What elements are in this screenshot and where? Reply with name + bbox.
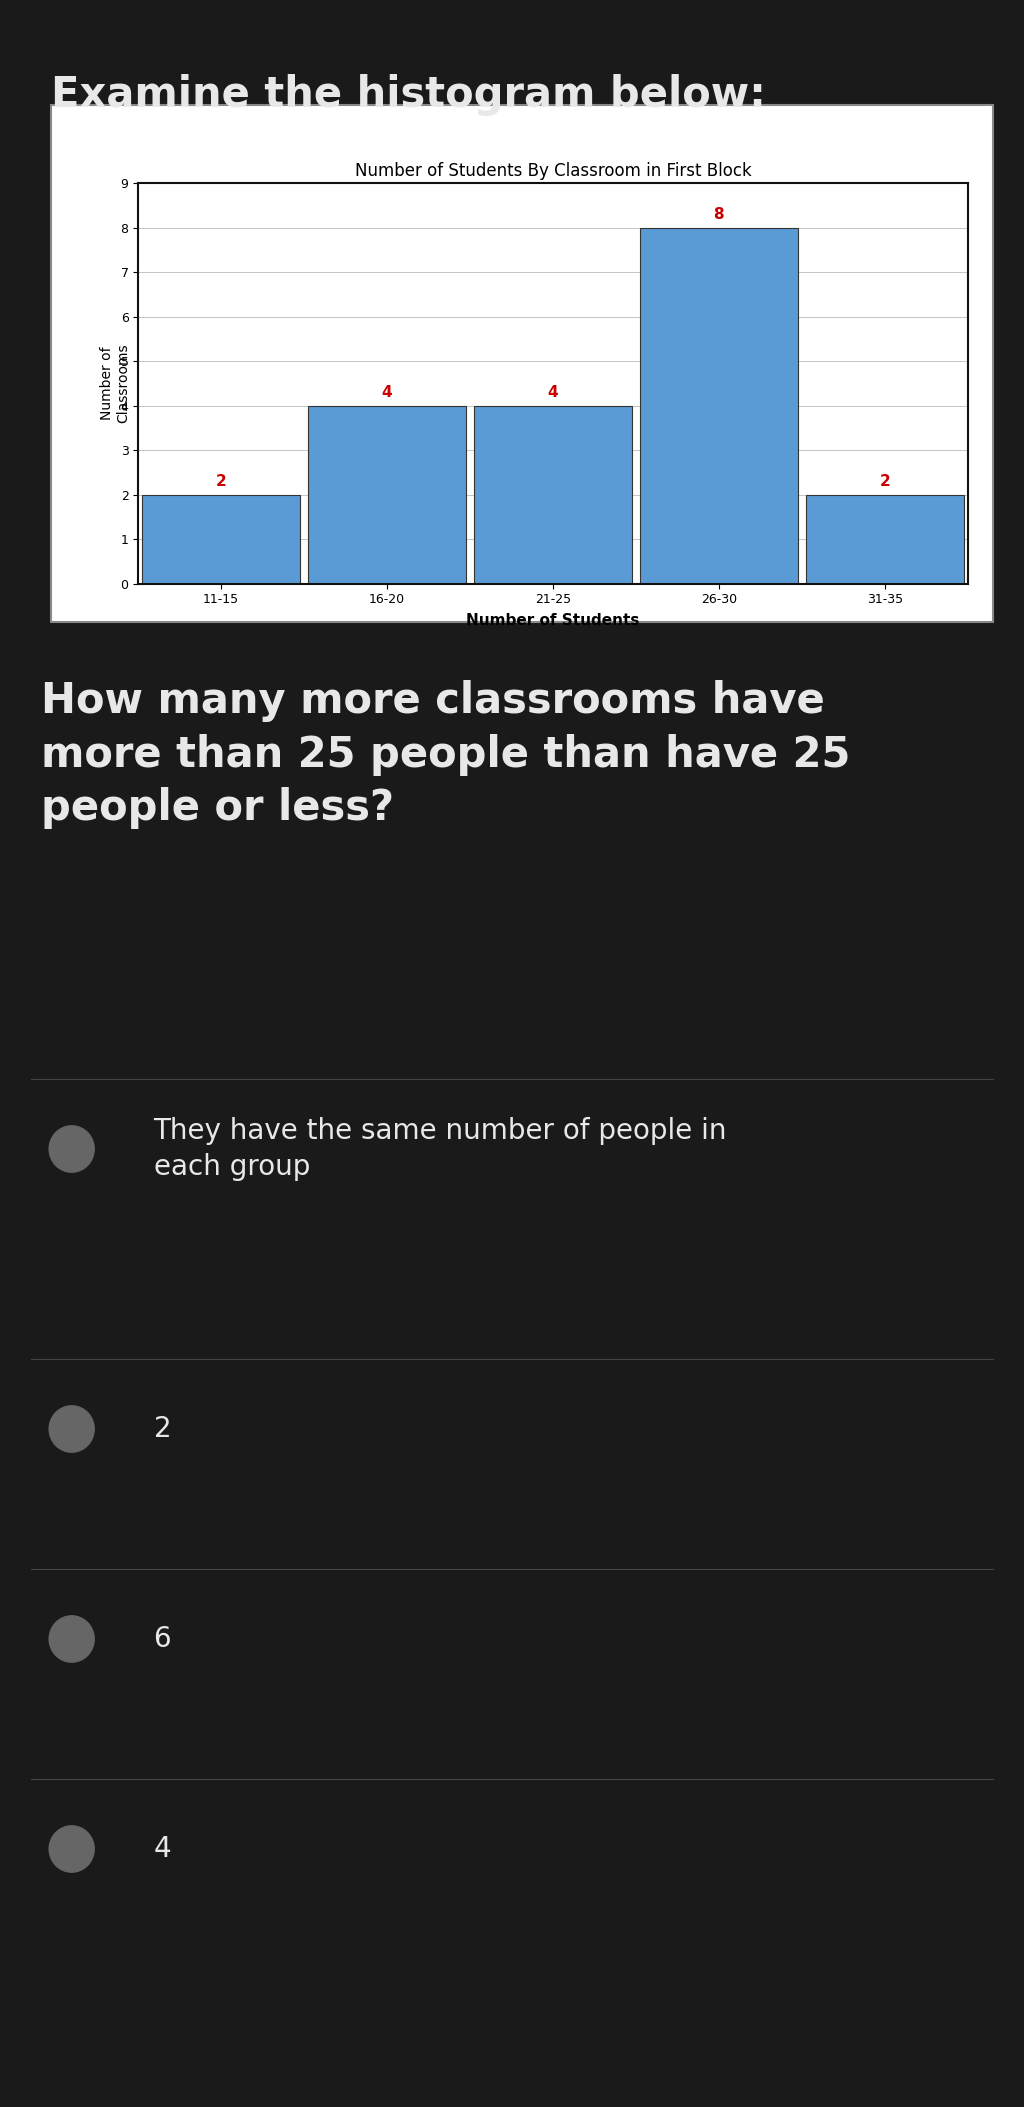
Text: 4: 4	[548, 386, 558, 400]
Text: 2: 2	[880, 474, 890, 489]
Text: 4: 4	[154, 1835, 171, 1863]
Bar	[806, 495, 964, 584]
Bar	[640, 228, 798, 584]
Text: 6: 6	[154, 1624, 171, 1654]
X-axis label: Number of Students: Number of Students	[466, 613, 640, 628]
Bar	[142, 495, 300, 584]
Text: 8: 8	[714, 206, 724, 223]
Text: 2: 2	[154, 1416, 171, 1443]
Title: Number of Students By Classroom in First Block: Number of Students By Classroom in First…	[354, 162, 752, 181]
Bar	[474, 407, 632, 584]
Text: 2: 2	[216, 474, 226, 489]
Text: Examine the histogram below:: Examine the histogram below:	[51, 74, 766, 116]
Bar	[308, 407, 466, 584]
Text: They have the same number of people in
each group: They have the same number of people in e…	[154, 1117, 727, 1182]
Text: 4: 4	[382, 386, 392, 400]
Y-axis label: Number of
Classrooms: Number of Classrooms	[100, 343, 130, 424]
Text: How many more classrooms have
more than 25 people than have 25
people or less?: How many more classrooms have more than …	[41, 681, 850, 828]
